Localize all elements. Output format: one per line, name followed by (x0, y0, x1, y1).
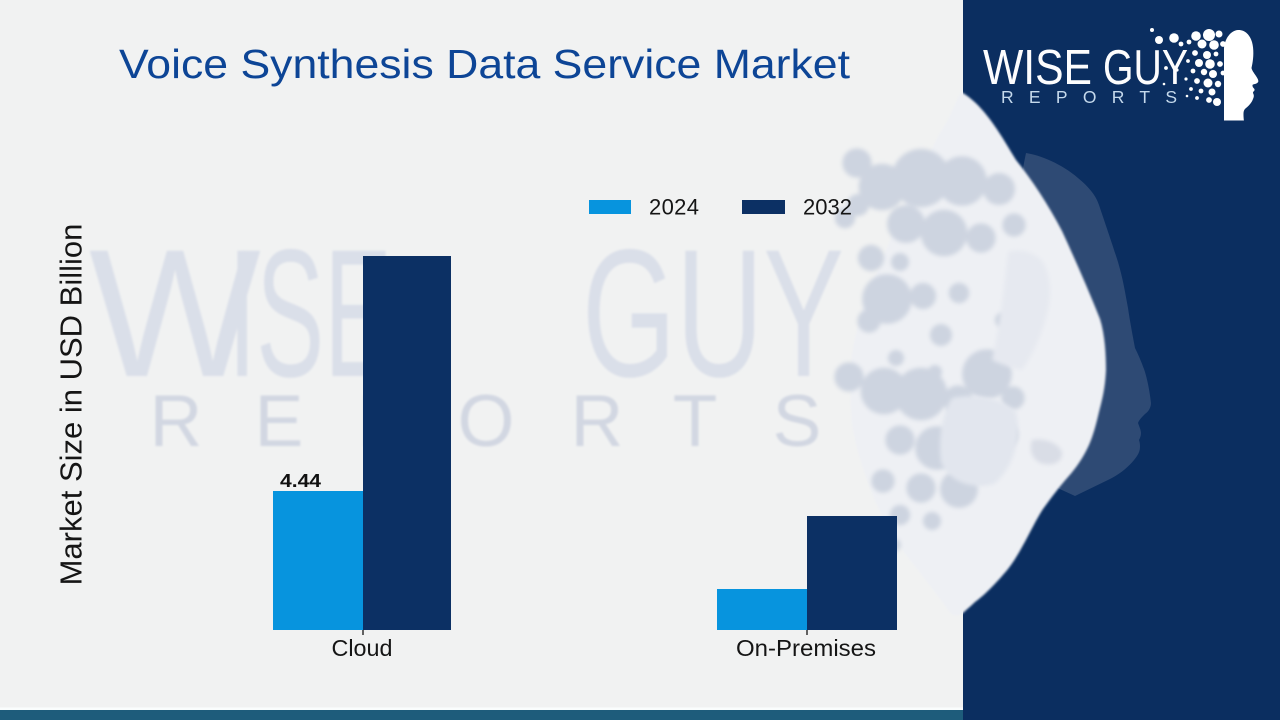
svg-text:W: W (89, 211, 261, 415)
svg-text:R: R (571, 381, 624, 462)
svg-text:Market Size in USD Billion: Market Size in USD Billion (54, 224, 89, 586)
svg-text:Voice Synthesis Data Service M: Voice Synthesis Data Service Market (119, 41, 851, 87)
svg-text:O: O (458, 381, 515, 462)
svg-text:2024: 2024 (649, 195, 699, 220)
svg-text:4.44: 4.44 (280, 470, 322, 491)
svg-text:T: T (673, 381, 718, 462)
svg-text:GUY: GUY (582, 211, 844, 415)
svg-text:E: E (255, 381, 304, 462)
svg-text:R: R (150, 381, 203, 462)
svg-text:WISE: WISE (983, 41, 1092, 95)
svg-text:S: S (773, 381, 822, 462)
svg-text:GUY: GUY (1103, 41, 1188, 95)
svg-text:On-Premises: On-Premises (736, 635, 876, 661)
svg-text:2032: 2032 (803, 195, 852, 220)
svg-text:Cloud: Cloud (332, 635, 393, 661)
